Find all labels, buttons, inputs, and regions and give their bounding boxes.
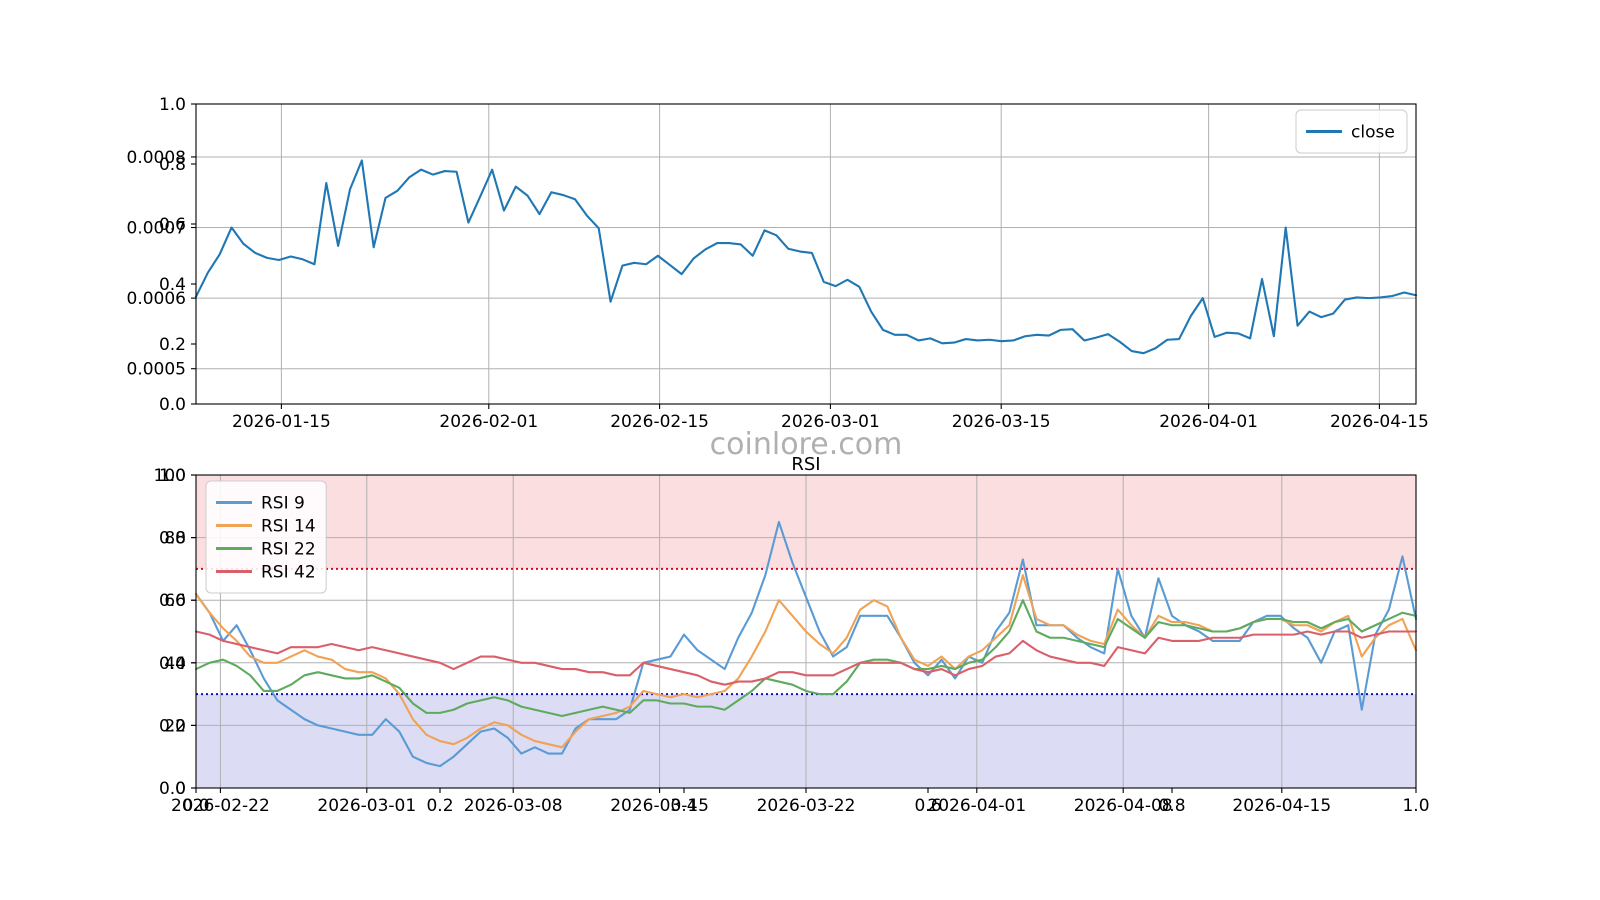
y-tick-label-5: 100 <box>154 466 186 486</box>
price-secondary-y-axis-ticks: 0.0 0.2 0.4 0.6 0.8 1.0 <box>159 95 196 415</box>
secondary-y-tick-label-2: 0.4 <box>159 654 186 674</box>
watermark: coinlore.com <box>710 427 903 462</box>
price-legend[interactable]: close <box>1295 109 1408 154</box>
secondary-x-tick-label-4: 0.8 <box>1158 796 1185 816</box>
y-tick-label-1: 20 <box>164 716 186 736</box>
secondary-y-tick-label-0: 0.0 <box>159 395 186 415</box>
secondary-y-tick-label-4: 0.8 <box>159 529 186 549</box>
x-tick-label-2: 2026-02-15 <box>610 412 709 432</box>
legend-frame <box>205 480 327 594</box>
legend-label-rsi-42[interactable]: RSI 42 <box>261 563 316 583</box>
x-tick-label-4: 2026-03-22 <box>757 796 856 816</box>
price-gridlines <box>196 104 1416 404</box>
secondary-x-tick-label-2: 0.4 <box>670 796 697 816</box>
rsi-gridlines <box>196 474 1416 789</box>
series-line-rsi-42 <box>194 630 1418 686</box>
rsi-y-axis-ticks: 0 20 40 60 80 100 <box>154 466 196 799</box>
x-tick-label-3: 2026-03-01 <box>781 412 880 432</box>
secondary-y-tick-label-4: 0.8 <box>159 155 186 175</box>
price-series-group <box>194 159 1418 355</box>
y-tick-label-4: 80 <box>164 529 186 549</box>
secondary-y-tick-label-1: 0.2 <box>159 716 186 736</box>
x-tick-label-6: 2026-04-15 <box>1330 412 1429 432</box>
legend-label-rsi-22[interactable]: RSI 22 <box>261 540 316 560</box>
x-tick-label-4: 2026-03-15 <box>952 412 1051 432</box>
price-plot-border <box>195 103 1417 405</box>
rsi-legend[interactable]: RSI 9 RSI 14 RSI 22 RSI 42 <box>205 480 327 594</box>
x-tick-label-5: 2026-04-01 <box>1159 412 1258 432</box>
secondary-y-tick-label-5: 1.0 <box>159 95 186 115</box>
legend-label-rsi-14[interactable]: RSI 14 <box>261 517 316 537</box>
rsi-threshold-lines <box>196 567 1416 696</box>
secondary-x-tick-label-5: 1.0 <box>1402 796 1429 816</box>
x-tick-label-6: 2026-04-08 <box>1074 796 1173 816</box>
y-tick-label-1: 0.0006 <box>127 289 186 309</box>
y-tick-label-0: 0 <box>175 779 186 799</box>
x-tick-label-1: 2026-03-01 <box>317 796 416 816</box>
secondary-x-tick-label-3: 0.6 <box>914 796 941 816</box>
y-tick-label-0: 0.0005 <box>127 360 186 380</box>
legend-frame <box>1295 109 1408 154</box>
series-line-rsi-9 <box>194 520 1418 768</box>
price-panel: 0.0005 0.0006 0.0007 0.0008 0.0 0.2 0.4 0.6 0.8… <box>127 95 1429 432</box>
secondary-x-tick-label-1: 0.2 <box>426 796 453 816</box>
rsi-panel-title: RSI <box>791 454 820 475</box>
secondary-y-tick-label-1: 0.2 <box>159 335 186 355</box>
rsi-series-group <box>194 520 1418 768</box>
secondary-y-tick-label-2: 0.4 <box>159 275 186 295</box>
x-tick-label-1: 2026-02-01 <box>439 412 538 432</box>
rsi-plot-border <box>195 474 1417 789</box>
y-tick-label-3: 60 <box>164 591 186 611</box>
x-tick-label-7: 2026-04-15 <box>1232 796 1331 816</box>
secondary-y-tick-label-3: 0.6 <box>159 591 186 611</box>
rsi-x-axis-ticks: 2026-02-22 2026-03-01 2026-03-08 2026-03-15… <box>171 788 1331 816</box>
price-y-axis-ticks: 0.0005 0.0006 0.0007 0.0008 <box>127 148 196 380</box>
x-tick-label-2: 2026-03-08 <box>464 796 563 816</box>
rsi-secondary-x-axis-ticks: 0.0 0.2 0.4 0.6 0.8 1.0 <box>182 788 1430 816</box>
x-tick-label-3: 2026-03-15 <box>610 796 709 816</box>
x-tick-label-0: 2026-01-15 <box>232 412 331 432</box>
y-tick-label-2: 0.0007 <box>127 219 186 239</box>
x-tick-label-0: 2026-02-22 <box>171 796 270 816</box>
legend-label-rsi-9[interactable]: RSI 9 <box>261 494 305 514</box>
secondary-y-tick-label-0: 0.0 <box>159 779 186 799</box>
secondary-y-tick-label-5: 1.0 <box>159 466 186 486</box>
secondary-x-tick-label-0: 0.0 <box>182 796 209 816</box>
rsi-panel: 0 20 40 60 80 100 0.0 0.2 0.4 0.6 0.8 1.0 2026-02-… <box>154 454 1430 816</box>
series-line-rsi-22 <box>194 599 1418 718</box>
price-plot-background <box>196 104 1416 404</box>
series-line-close <box>194 159 1418 355</box>
y-tick-label-2: 40 <box>164 654 186 674</box>
secondary-y-tick-label-3: 0.6 <box>159 215 186 235</box>
legend-label-close[interactable]: close <box>1351 123 1395 143</box>
x-tick-label-5: 2026-04-01 <box>927 796 1026 816</box>
rsi-secondary-y-axis-ticks: 0.0 0.2 0.4 0.6 0.8 1.0 <box>159 466 196 799</box>
y-tick-label-3: 0.0008 <box>127 148 186 168</box>
price-x-axis-ticks: 2026-01-15 2026-02-01 2026-02-15 2026-03-01… <box>232 404 1429 432</box>
